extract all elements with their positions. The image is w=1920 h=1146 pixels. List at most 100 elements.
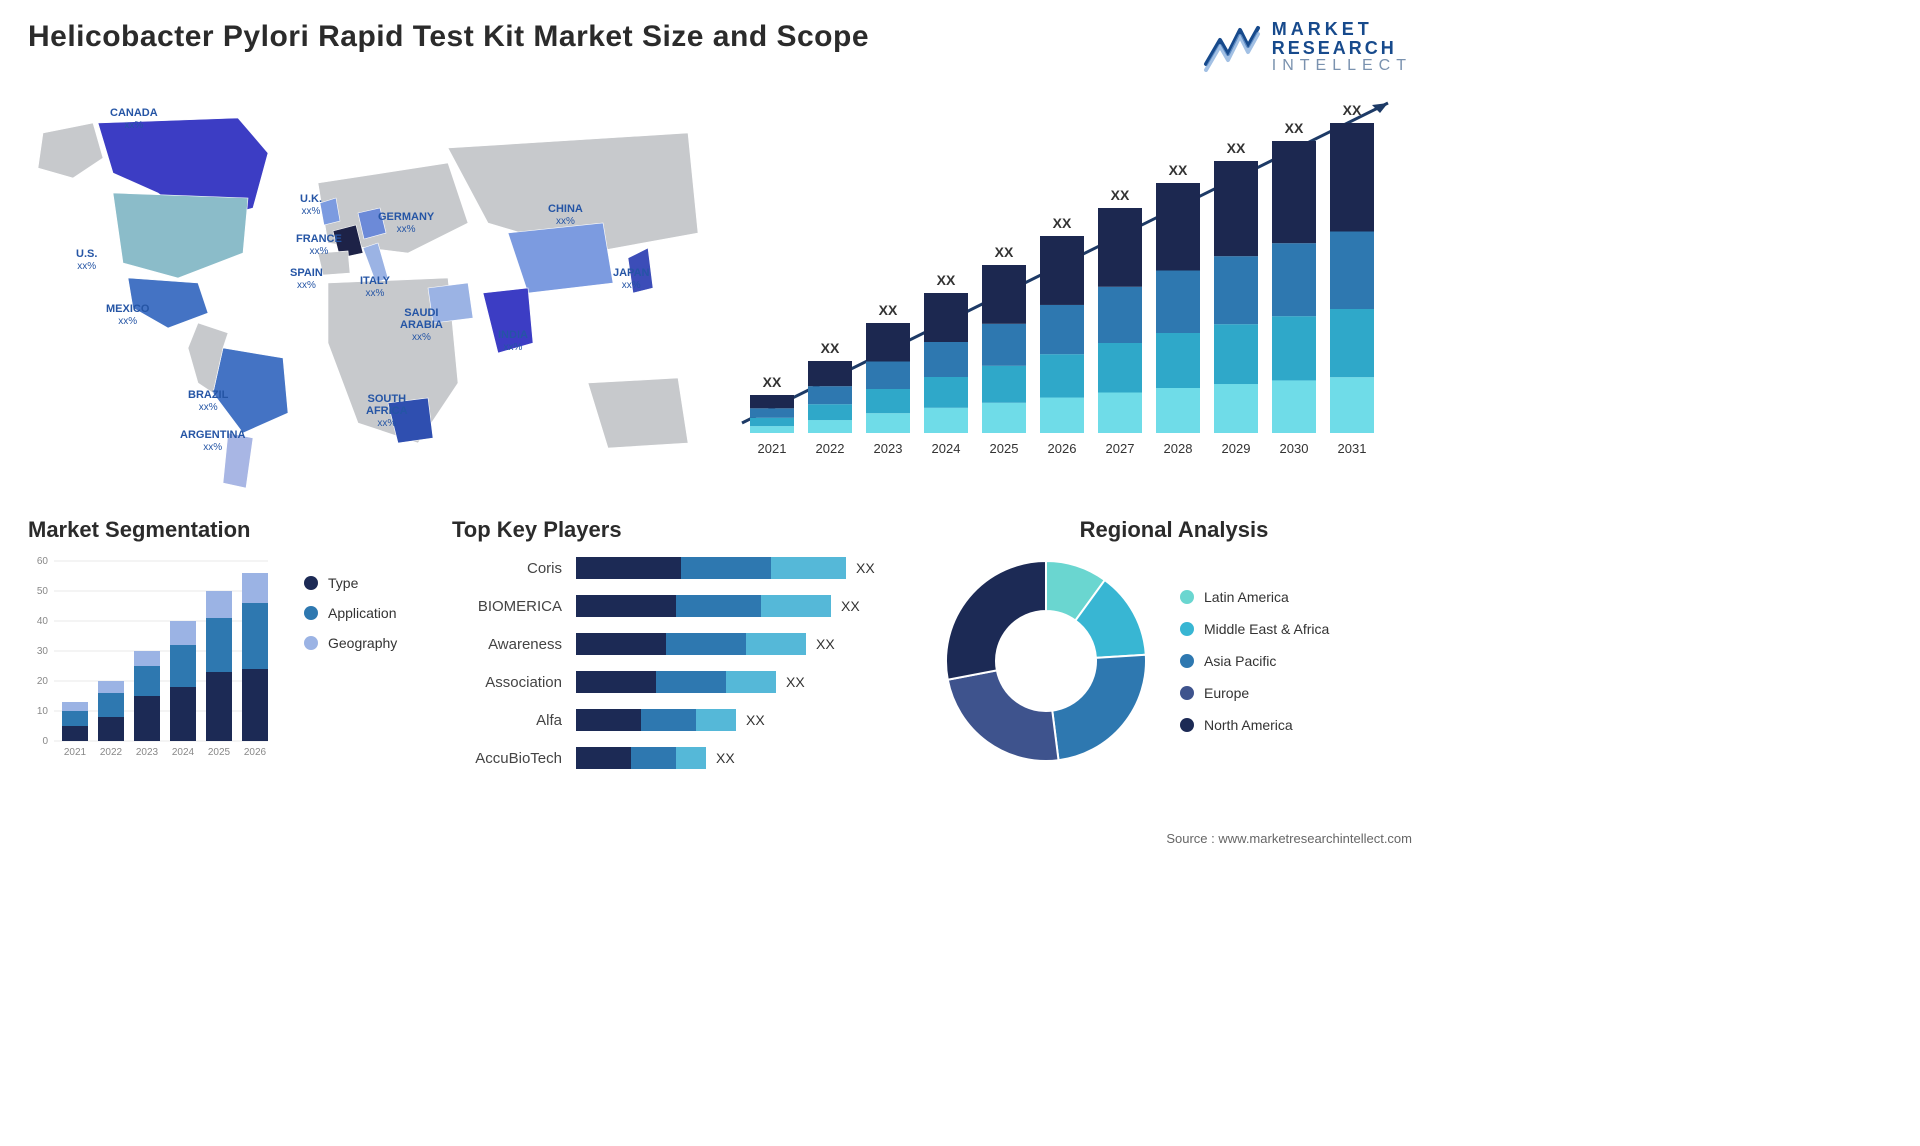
player-bar-row: XX [576,595,875,617]
players-title: Top Key Players [452,517,912,543]
regional-donut-chart [936,551,1156,771]
svg-text:XX: XX [1111,187,1130,203]
player-value: XX [856,560,875,576]
legend-dot-icon [1180,622,1194,636]
svg-text:XX: XX [937,272,956,288]
svg-text:2031: 2031 [1338,441,1367,456]
segmentation-legend-item: Geography [304,635,397,651]
svg-text:2021: 2021 [758,441,787,456]
legend-label: Geography [328,635,397,651]
map-label-brazil: BRAZILxx% [188,389,228,413]
svg-text:XX: XX [1227,140,1246,156]
map-label-u.k.: U.K.xx% [300,193,322,217]
svg-text:XX: XX [1053,215,1072,231]
legend-label: Application [328,605,397,621]
legend-dot-icon [1180,718,1194,732]
player-bar-row: XX [576,671,875,693]
players-chart: XX XX XX XX XX XX [576,556,875,771]
player-bar-row: XX [576,633,875,655]
map-label-japan: JAPANxx% [613,267,649,291]
svg-text:60: 60 [37,556,49,567]
map-label-mexico: MEXICOxx% [106,303,149,327]
segmentation-title: Market Segmentation [28,517,428,543]
legend-label: Middle East & Africa [1204,621,1329,637]
legend-dot-icon [1180,654,1194,668]
player-label: AccuBioTech [452,750,562,767]
player-bar-row: XX [576,709,875,731]
legend-label: Asia Pacific [1204,653,1276,669]
svg-text:XX: XX [995,244,1014,260]
market-growth-chart: XX 2021 XX 2022 XX 2023 XX 2024 XX 2025 XX 2026 XX 20… [738,93,1418,493]
svg-text:2024: 2024 [172,747,195,758]
svg-text:0: 0 [42,736,48,747]
segmentation-legend-item: Type [304,575,397,591]
svg-text:20: 20 [37,676,49,687]
svg-text:2023: 2023 [136,747,159,758]
logo-line3: INTELLECT [1272,58,1412,75]
player-value: XX [841,598,860,614]
map-label-china: CHINAxx% [548,203,583,227]
map-label-u.s.: U.S.xx% [76,248,97,272]
players-labels: Coris BIOMERICA Awareness Association Alfa Ac… [452,556,562,771]
segmentation-legend-item: Application [304,605,397,621]
svg-text:2025: 2025 [990,441,1019,456]
svg-text:2026: 2026 [244,747,267,758]
player-label: Alfa [452,712,562,729]
player-label: BIOMERICA [452,598,562,615]
world-map: CANADAxx%U.S.xx%MEXICOxx%BRAZILxx%ARGENT… [28,93,718,493]
svg-text:XX: XX [763,374,782,390]
regional-legend-item: Asia Pacific [1180,653,1329,669]
svg-text:10: 10 [37,706,49,717]
regional-title: Regional Analysis [936,517,1412,543]
svg-text:2021: 2021 [64,747,87,758]
map-label-india: INDIAxx% [498,329,528,353]
segmentation-legend: Type Application Geography [304,575,397,781]
map-label-germany: GERMANYxx% [378,211,434,235]
svg-text:2026: 2026 [1048,441,1077,456]
player-value: XX [746,712,765,728]
svg-text:2024: 2024 [932,441,961,456]
player-label: Awareness [452,636,562,653]
player-label: Association [452,674,562,691]
svg-text:2023: 2023 [874,441,903,456]
player-value: XX [716,750,735,766]
svg-text:40: 40 [37,616,49,627]
map-label-south-africa: SOUTHAFRICAxx% [366,393,408,429]
player-value: XX [816,636,835,652]
svg-text:2030: 2030 [1280,441,1309,456]
map-label-spain: SPAINxx% [290,267,323,291]
svg-text:2025: 2025 [208,747,231,758]
svg-text:XX: XX [1169,162,1188,178]
legend-label: Type [328,575,358,591]
logo-icon [1202,22,1262,72]
legend-dot-icon [304,576,318,590]
legend-dot-icon [304,636,318,650]
svg-text:XX: XX [1343,102,1362,118]
legend-label: Latin America [1204,589,1289,605]
regional-legend: Latin America Middle East & Africa Asia Pa… [1180,589,1329,733]
legend-dot-icon [1180,590,1194,604]
svg-text:2022: 2022 [816,441,845,456]
svg-text:XX: XX [879,302,898,318]
svg-text:30: 30 [37,646,49,657]
player-value: XX [786,674,805,690]
legend-dot-icon [1180,686,1194,700]
legend-dot-icon [304,606,318,620]
svg-text:50: 50 [37,586,49,597]
legend-label: North America [1204,717,1293,733]
svg-text:2028: 2028 [1164,441,1193,456]
map-label-canada: CANADAxx% [110,107,158,131]
player-bar-row: XX [576,557,875,579]
player-bar-row: XX [576,747,875,769]
map-label-italy: ITALYxx% [360,275,390,299]
legend-label: Europe [1204,685,1249,701]
page-title: Helicobacter Pylori Rapid Test Kit Marke… [28,20,869,54]
map-label-saudi-arabia: SAUDIARABIAxx% [400,307,443,343]
svg-text:XX: XX [821,340,840,356]
svg-text:2022: 2022 [100,747,123,758]
logo-line2: RESEARCH [1272,39,1412,58]
svg-text:XX: XX [1285,120,1304,136]
svg-text:2029: 2029 [1222,441,1251,456]
player-label: Coris [452,560,562,577]
svg-text:2027: 2027 [1106,441,1135,456]
